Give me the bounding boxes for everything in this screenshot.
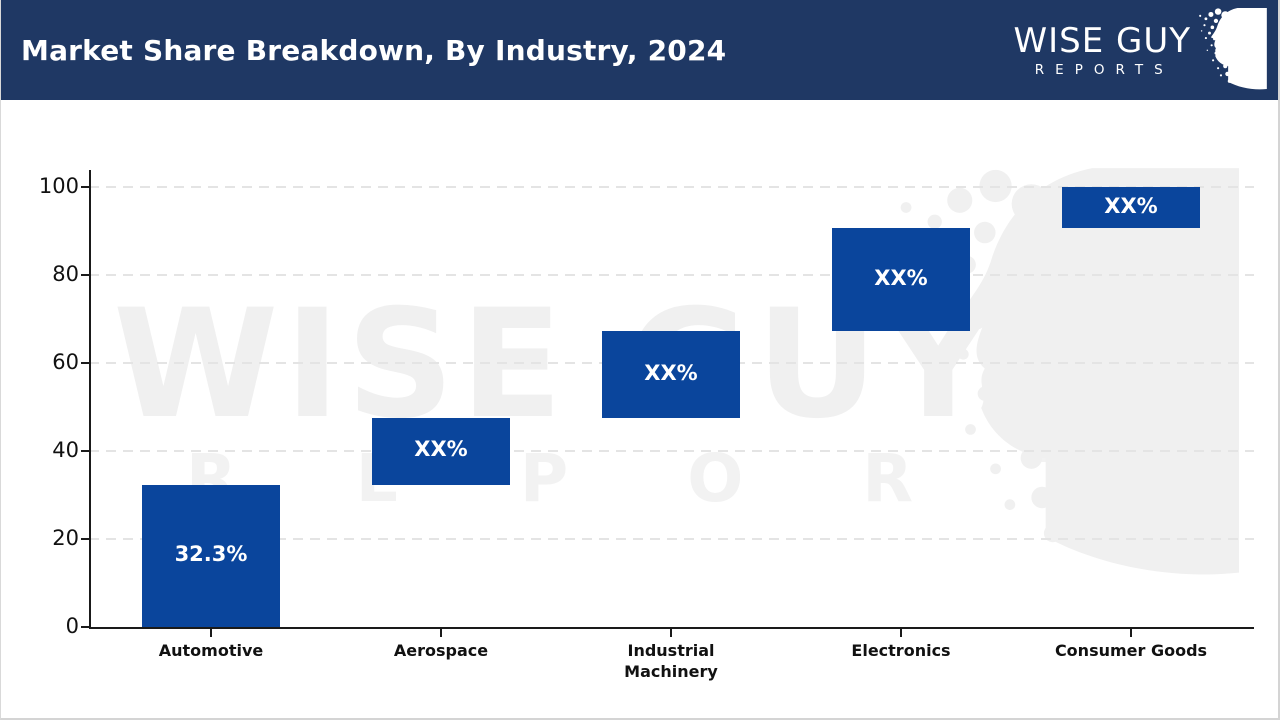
bar-3 xyxy=(832,228,970,332)
x-tickmark-1 xyxy=(440,629,442,637)
y-tickmark-20 xyxy=(81,538,89,540)
gridline-20 xyxy=(89,538,1254,540)
x-category-label-4: Consumer Goods xyxy=(1054,641,1208,660)
bar-4 xyxy=(1062,187,1200,229)
y-tickmark-60 xyxy=(81,362,89,364)
bar-2 xyxy=(602,331,740,418)
bar-0 xyxy=(142,484,280,627)
logo-text: WISE GUY REPORTS xyxy=(1013,21,1191,78)
x-tickmark-4 xyxy=(1130,629,1132,637)
bar-value-label-1: XX% xyxy=(414,437,468,462)
x-tickmark-0 xyxy=(210,629,212,637)
gridline-80 xyxy=(89,274,1254,276)
logo-wordmark: WISE GUY xyxy=(1013,21,1191,62)
y-tickmark-0 xyxy=(81,626,89,628)
x-axis-line xyxy=(89,627,1254,629)
bar-value-label-4: XX% xyxy=(1104,193,1158,218)
dotted-head-logo-icon xyxy=(1199,8,1267,90)
y-tick-label-40: 40 xyxy=(52,438,79,462)
logo-subtitle: REPORTS xyxy=(1034,61,1174,78)
bar-value-label-0: 32.3% xyxy=(174,541,248,566)
x-category-label-2: Industrial Machinery xyxy=(624,641,718,681)
header-bar: Market Share Breakdown, By Industry, 202… xyxy=(1,0,1278,100)
x-category-label-1: Aerospace xyxy=(393,641,489,660)
y-tick-label-20: 20 xyxy=(52,526,79,550)
gridline-40 xyxy=(89,450,1254,452)
page-title: Market Share Breakdown, By Industry, 202… xyxy=(21,33,727,67)
y-tick-label-60: 60 xyxy=(52,350,79,374)
bar-value-label-2: XX% xyxy=(644,360,698,385)
y-tickmark-40 xyxy=(81,450,89,452)
watermark-dotted-head-icon xyxy=(900,168,1239,575)
x-category-label-3: Electronics xyxy=(851,641,951,660)
x-tickmark-3 xyxy=(900,629,902,637)
x-tickmark-2 xyxy=(670,629,672,637)
gridline-100 xyxy=(89,186,1254,188)
bar-1 xyxy=(372,418,510,485)
y-tickmark-100 xyxy=(81,186,89,188)
bar-value-label-3: XX% xyxy=(874,265,928,290)
x-category-label-0: Automotive xyxy=(158,641,264,660)
y-tick-label-0: 0 xyxy=(65,614,79,638)
wise-guy-logo: WISE GUY REPORTS xyxy=(1013,8,1267,94)
y-tick-label-100: 100 xyxy=(38,174,79,198)
y-tickmark-80 xyxy=(81,274,89,276)
y-tick-label-80: 80 xyxy=(52,262,79,286)
y-axis-line xyxy=(89,170,91,629)
